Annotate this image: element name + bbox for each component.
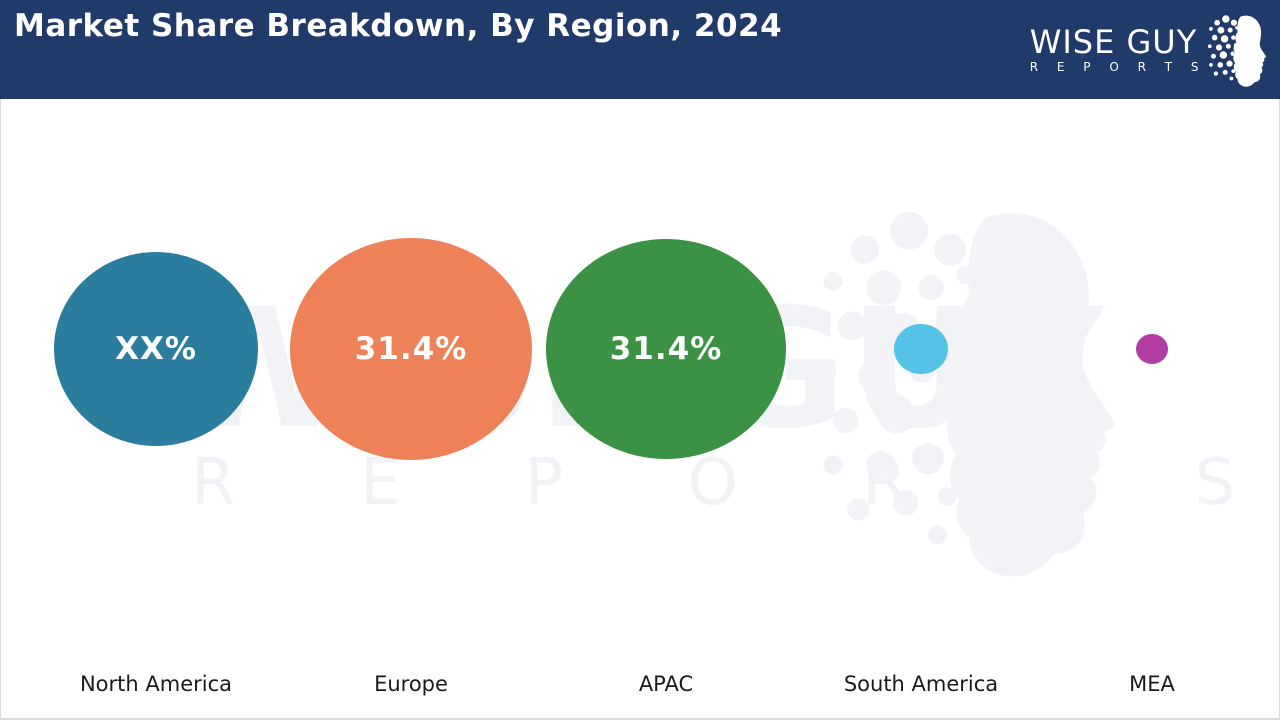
bubble-value-north-america: XX% (115, 331, 197, 367)
region-label-south-america: South America (843, 672, 999, 696)
bubble-mea (1136, 334, 1168, 364)
wise-guy-logo: WISE GUY R E P O R T S (1030, 4, 1268, 96)
bubble-south-america (894, 324, 948, 374)
region-label-north-america: North America (79, 672, 233, 696)
logo-wordmark: WISE GUY (1029, 22, 1198, 61)
bubble-value-europe: 31.4% (354, 331, 468, 367)
bubble-europe: 31.4% (290, 238, 532, 460)
bubble-value-apac: 31.4% (609, 331, 723, 367)
chart-area: WISE GUY R E P O R T S XX%North America3… (0, 99, 1280, 720)
page-title: Market Share Breakdown, By Region, 2024 (14, 8, 783, 44)
bubble-apac: 31.4% (546, 239, 786, 459)
head-profile-icon (1206, 7, 1268, 93)
region-label-mea: MEA (1129, 672, 1175, 696)
bubble-north-america: XX% (54, 252, 258, 446)
region-label-europe: Europe (374, 672, 448, 696)
watermark-head-icon (801, 199, 1131, 579)
region-label-apac: APAC (638, 672, 694, 696)
logo-text: WISE GUY R E P O R T S (1029, 22, 1206, 75)
logo-subtitle: R E P O R T S (1029, 60, 1206, 75)
header-bar: Market Share Breakdown, By Region, 2024 … (0, 0, 1280, 99)
